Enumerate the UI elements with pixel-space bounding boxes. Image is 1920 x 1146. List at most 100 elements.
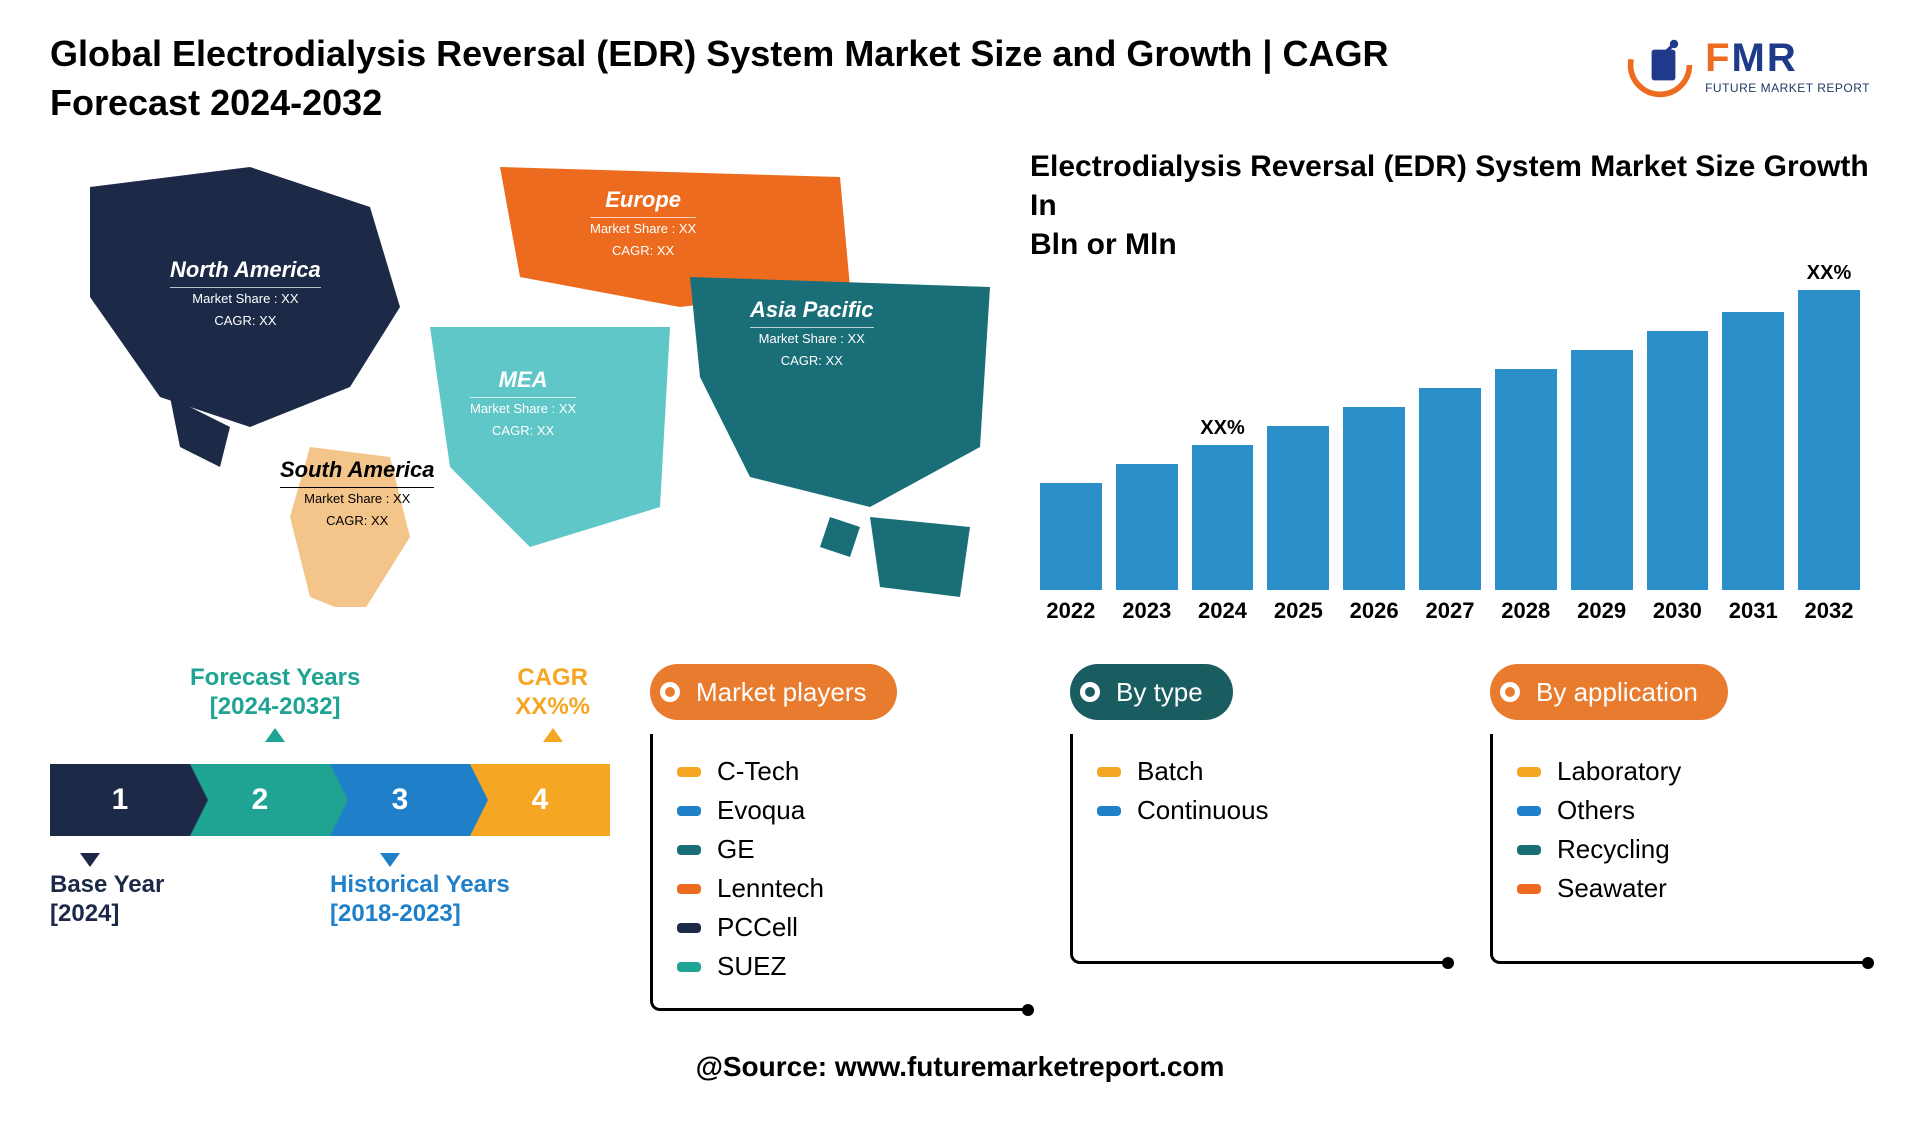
region-share: Market Share : XX [750, 327, 874, 346]
list-application: LaboratoryOthersRecyclingSeawater [1490, 734, 1870, 964]
region-cagr: CAGR: XX [590, 240, 696, 258]
growth-bar-chart: Electrodialysis Reversal (EDR) System Ma… [1030, 147, 1870, 624]
list-item-label: Batch [1137, 756, 1204, 787]
tick-icon [677, 806, 701, 816]
list-item: Batch [1097, 752, 1440, 791]
bar-col: 2023 [1116, 464, 1178, 624]
region-label-na: North America Market Share : XX CAGR: XX [170, 257, 321, 328]
list-item-label: C-Tech [717, 756, 799, 787]
bar-col: 2022 [1040, 483, 1102, 624]
tick-icon [677, 767, 701, 777]
region-name: Europe [590, 187, 696, 213]
bar [1419, 388, 1481, 590]
list-item: GE [677, 830, 1020, 869]
pill-players: Market players [650, 664, 897, 720]
logo-fmr: FMR [1705, 36, 1870, 81]
tick-icon [677, 884, 701, 894]
bar [1267, 426, 1329, 590]
bar [1722, 312, 1784, 590]
bar-col: 2026 [1343, 407, 1405, 624]
list-item-label: Laboratory [1557, 756, 1681, 787]
pill-label: By application [1536, 677, 1698, 708]
bar-year-label: 2023 [1122, 598, 1171, 624]
tick-icon [1517, 884, 1541, 894]
list-item: Lenntech [677, 869, 1020, 908]
list-item-label: Evoqua [717, 795, 805, 826]
tick-icon [1517, 845, 1541, 855]
list-item: C-Tech [677, 752, 1020, 791]
timeline-row: 1 2 3 4 [50, 764, 610, 836]
pill-application: By application [1490, 664, 1728, 720]
pill-label: Market players [696, 677, 867, 708]
list-item-label: SUEZ [717, 951, 786, 982]
ann-hist: Historical Years [2018-2023] [330, 849, 510, 929]
region-label-mea: MEA Market Share : XX CAGR: XX [470, 367, 576, 438]
bullet-icon [1500, 682, 1520, 702]
bar-chart-body: 2022 2023 XX% 2024 2025 2026 2027 2028 2029 2030 2… [1030, 284, 1870, 624]
region-share: Market Share : XX [590, 217, 696, 236]
bar-col: 2031 [1722, 312, 1784, 624]
bar-col: XX% 2024 [1192, 445, 1254, 624]
list-players: C-Tech Evoqua GE Lenntech PCCell SUEZ [650, 734, 1030, 1011]
bar-year-label: 2032 [1805, 598, 1854, 624]
tick-icon [677, 845, 701, 855]
ann-value: [2018-2023] [330, 900, 510, 929]
list-type: Batch Continuous [1070, 734, 1450, 964]
pill-type: By type [1070, 664, 1233, 720]
tick-icon [677, 962, 701, 972]
page-title: Global Electrodialysis Reversal (EDR) Sy… [50, 30, 1450, 127]
list-item: Continuous [1097, 791, 1440, 830]
bar-year-label: 2029 [1577, 598, 1626, 624]
bar [1040, 483, 1102, 590]
timeline: Forecast Years [2024-2032] CAGR XX%% 1 2… [50, 664, 610, 944]
tl-seg-2: 2 [190, 764, 330, 836]
region-cagr: CAGR: XX [750, 350, 874, 368]
tick-icon [1097, 767, 1121, 777]
region-name: Asia Pacific [750, 297, 874, 323]
tl-seg-3: 3 [330, 764, 470, 836]
bar-col: 2030 [1647, 331, 1709, 624]
bar-year-label: 2026 [1350, 598, 1399, 624]
region-label-ap: Asia Pacific Market Share : XX CAGR: XX [750, 297, 874, 368]
region-label-eu: Europe Market Share : XX CAGR: XX [590, 187, 696, 258]
bar-col: XX% 2032 [1798, 290, 1860, 624]
ann-value: [2024-2032] [190, 693, 360, 722]
bar [1116, 464, 1178, 590]
tick-icon [677, 923, 701, 933]
region-share: Market Share : XX [280, 487, 434, 506]
list-item-label: Lenntech [717, 873, 824, 904]
list-item: PCCell [677, 908, 1020, 947]
fmr-logo-icon [1625, 30, 1695, 100]
list-item: Recycling [1517, 830, 1860, 869]
pill-label: By type [1116, 677, 1203, 708]
bar-col: 2027 [1419, 388, 1481, 624]
logo-text: FMR FUTURE MARKET REPORT [1705, 36, 1870, 95]
bar-year-label: 2024 [1198, 598, 1247, 624]
bar: XX% [1192, 445, 1254, 590]
bullet-icon [660, 682, 680, 702]
region-name: South America [280, 457, 434, 483]
bar-value-label: XX% [1807, 262, 1851, 285]
tl-seg-1: 1 [50, 764, 190, 836]
list-item: Others [1517, 791, 1860, 830]
region-name: North America [170, 257, 321, 283]
fmr-logo: FMR FUTURE MARKET REPORT [1625, 30, 1870, 100]
tl-seg-4: 4 [470, 764, 610, 836]
list-item-label: PCCell [717, 912, 798, 943]
region-share: Market Share : XX [170, 287, 321, 306]
bar [1571, 350, 1633, 590]
bar: XX% [1798, 290, 1860, 590]
ann-value: [2024] [50, 900, 164, 929]
world-map: North America Market Share : XX CAGR: XX… [50, 147, 1000, 607]
bar [1647, 331, 1709, 590]
region-name: MEA [470, 367, 576, 393]
bar-col: 2025 [1267, 426, 1329, 624]
tick-icon [1517, 767, 1541, 777]
segment-by-type: By type Batch Continuous [1070, 664, 1450, 964]
list-item-label: Recycling [1557, 834, 1670, 865]
bar-value-label: XX% [1200, 417, 1244, 440]
bar-col: 2028 [1495, 369, 1557, 624]
bar-year-label: 2031 [1729, 598, 1778, 624]
bar-year-label: 2030 [1653, 598, 1702, 624]
bar-year-label: 2027 [1425, 598, 1474, 624]
